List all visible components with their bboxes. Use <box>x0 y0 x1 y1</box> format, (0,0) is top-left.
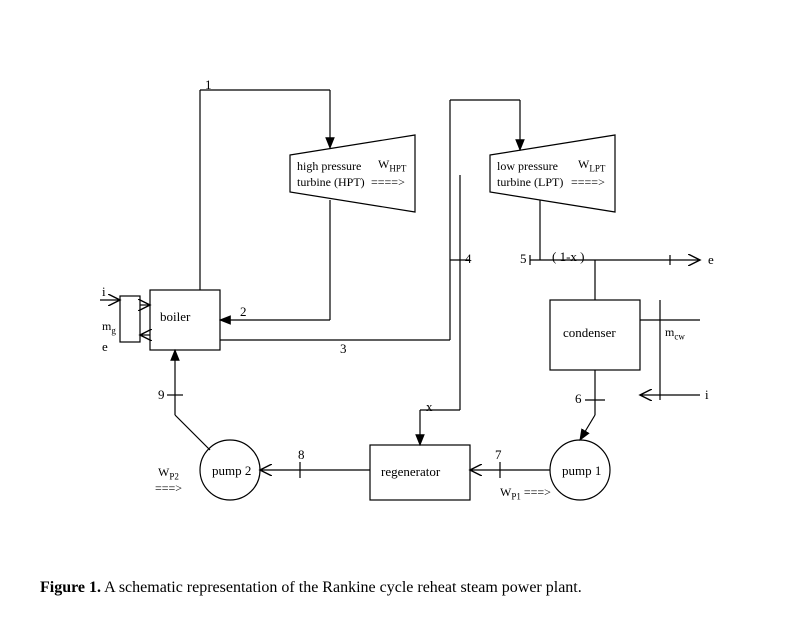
lpt-label-1: low pressure <box>497 160 558 173</box>
pump2-work: WP2 <box>158 466 179 482</box>
pump1-label: pump 1 <box>562 464 601 478</box>
state-1: 1 <box>205 78 212 92</box>
hpt-work: WHPT <box>378 158 406 174</box>
caption-prefix: Figure 1. <box>40 579 101 596</box>
hpt-label-1: high pressure <box>297 160 361 173</box>
stream-x: x <box>426 400 433 414</box>
stream-cw-i: i <box>705 388 709 402</box>
condenser-label: condenser <box>563 326 616 340</box>
state-8: 8 <box>298 448 305 462</box>
state-3: 3 <box>340 342 347 356</box>
diagram-svg <box>0 0 799 619</box>
state-2: 2 <box>240 305 247 319</box>
state-4: 4 <box>465 252 472 266</box>
state-6: 6 <box>575 392 582 406</box>
stream-mg: mg <box>102 320 116 336</box>
state-9: 9 <box>158 388 165 402</box>
lpt-arrow: ====> <box>571 176 605 189</box>
stream-1mx: ( 1-x ) <box>552 250 585 264</box>
pump1-work: WP1 ===> <box>500 486 551 502</box>
hpt-arrow: ====> <box>371 176 405 189</box>
lpt-work: WLPT <box>578 158 605 174</box>
boiler-label: boiler <box>160 310 190 324</box>
hpt-label-2: turbine (HPT) <box>297 176 365 189</box>
pump2-arrow: ===> <box>155 482 182 495</box>
stream-e: e <box>708 253 714 267</box>
figure-caption: Figure 1. A schematic representation of … <box>40 579 759 597</box>
regenerator-label: regenerator <box>381 465 440 479</box>
stream-e2: e <box>102 340 108 354</box>
stream-i: i <box>102 285 106 299</box>
diagram-canvas: boiler high pressure turbine (HPT) ====>… <box>0 0 799 619</box>
caption-text: A schematic representation of the Rankin… <box>104 579 582 596</box>
state-5: 5 <box>520 252 527 266</box>
pump2-label: pump 2 <box>212 464 251 478</box>
condenser-mcw: mcw <box>665 326 685 342</box>
state-7: 7 <box>495 448 502 462</box>
lpt-label-2: turbine (LPT) <box>497 176 563 189</box>
